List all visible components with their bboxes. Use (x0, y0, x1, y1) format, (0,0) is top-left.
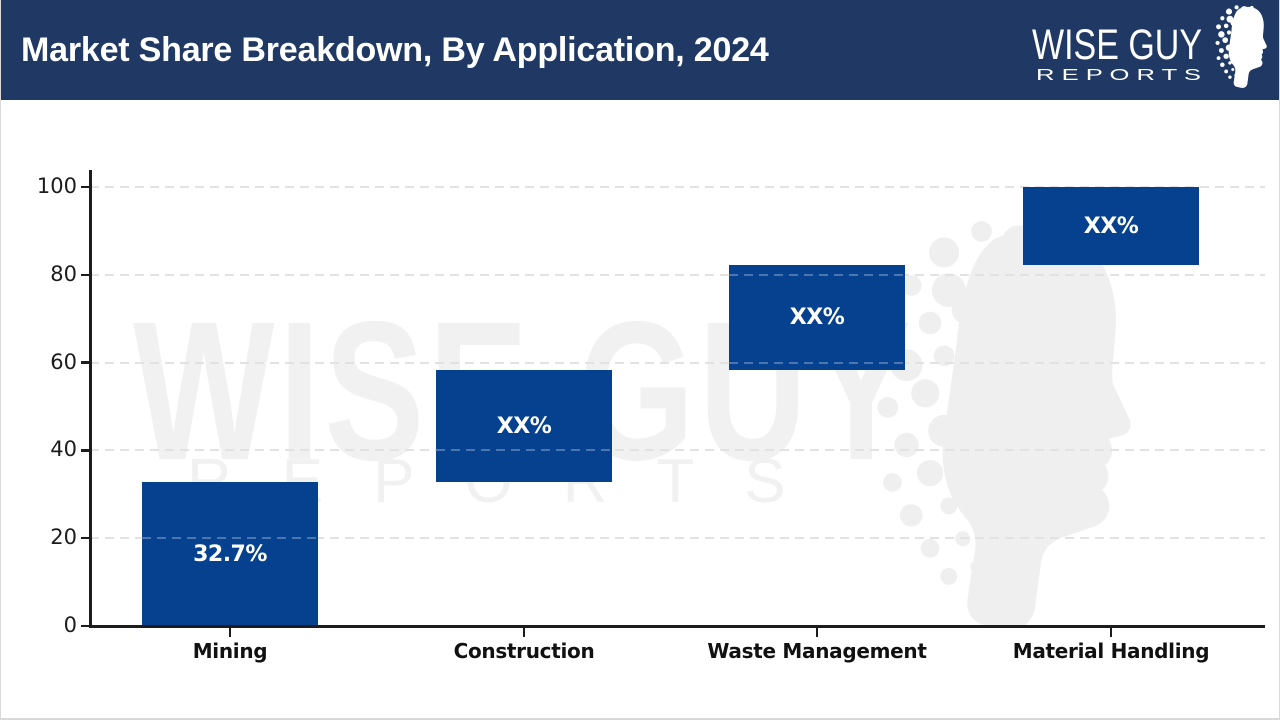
x-tick-mark (815, 627, 819, 637)
bar-waste-management: XX% (729, 265, 905, 371)
gridline (90, 361, 1265, 364)
gridline (90, 273, 1265, 276)
y-tick-label: 100 (36, 174, 77, 198)
y-tick-mark (81, 449, 90, 452)
gridline (90, 186, 1265, 188)
x-tick-mark (522, 627, 526, 637)
x-axis (89, 625, 1265, 628)
y-tick-mark (81, 536, 90, 540)
y-tick-label: 0 (63, 613, 77, 637)
x-category-label: Waste Management (707, 639, 927, 663)
bar-value-label: XX% (496, 413, 552, 439)
gridline-over-bar (142, 537, 318, 540)
gridline-over-bar (436, 449, 612, 452)
logo-text-reports: R E P O R T S (1036, 67, 1201, 84)
y-axis (89, 170, 92, 627)
x-category-label: Mining (192, 639, 268, 663)
bar-value-label: XX% (1083, 213, 1139, 239)
gridline (90, 537, 1265, 540)
gridline-over-bar (729, 361, 905, 364)
bar-construction: XX% (436, 370, 612, 483)
gridline (90, 449, 1265, 452)
bar-material-handling: XX% (1023, 187, 1199, 266)
logo-head-icon (1215, 5, 1267, 88)
gridline-over-bar (729, 273, 905, 276)
x-tick-mark (228, 627, 232, 637)
wiseguy-logo: WISE GUY R E P O R T S (1032, 5, 1267, 88)
y-tick-mark (81, 273, 90, 277)
header-bar: Market Share Breakdown, By Application, … (0, 0, 1280, 100)
bar-mining: 32.7% (142, 482, 318, 626)
logo-text-wise-guy: WISE GUY (1032, 21, 1202, 69)
bar-value-label: 32.7% (193, 541, 267, 567)
y-tick-label: 20 (50, 525, 77, 550)
y-tick-label: 40 (50, 437, 77, 462)
y-tick-mark (81, 624, 90, 628)
x-tick-mark (1109, 627, 1113, 637)
bar-value-label: XX% (789, 305, 845, 331)
y-tick-label: 60 (50, 349, 77, 374)
x-category-label: Material Handling (1012, 639, 1210, 663)
y-tick-label: 80 (50, 261, 77, 286)
page-title: Market Share Breakdown, By Application, … (21, 30, 769, 69)
y-tick-mark (81, 361, 90, 364)
y-tick-mark (81, 185, 90, 189)
x-category-label: Construction (453, 639, 595, 663)
